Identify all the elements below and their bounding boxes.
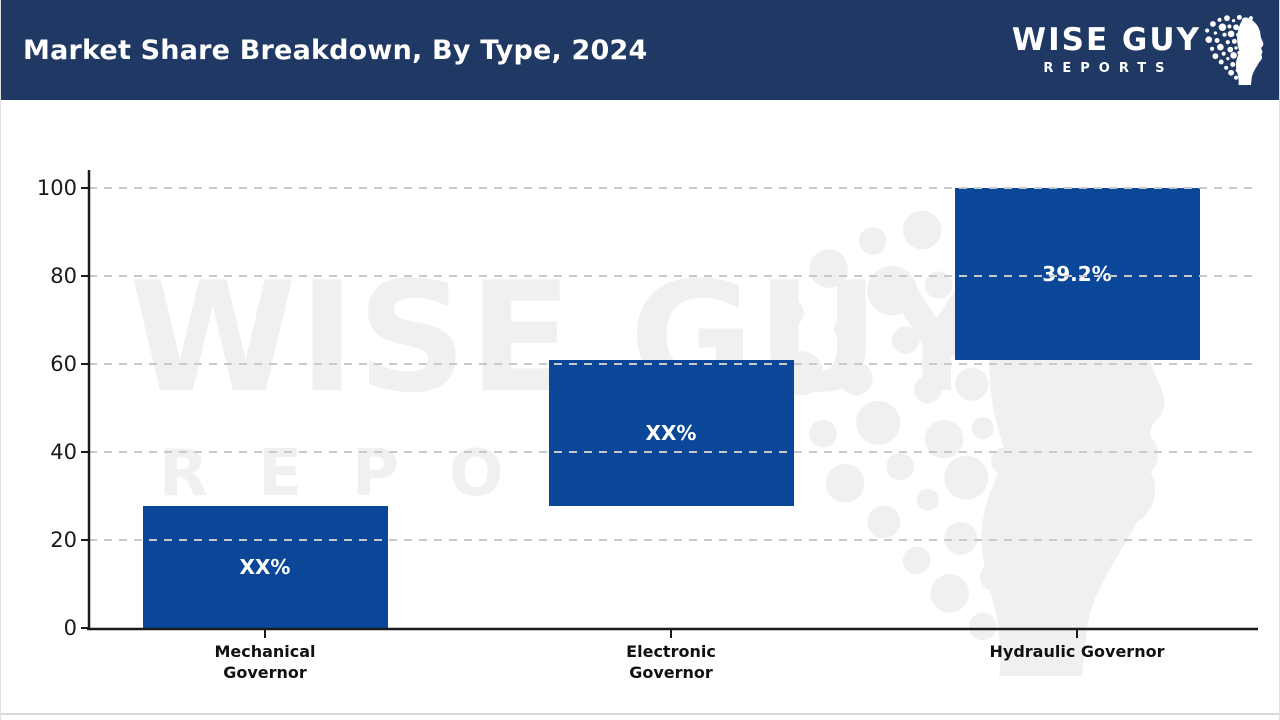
brand-name-text: WISE GUY [1011, 21, 1201, 58]
footer-divider [1, 713, 1279, 715]
bar-value-label: XX% [239, 554, 291, 579]
bar-hydraulic-governor: 39.2% [954, 188, 1200, 361]
brand-face-logo-icon [1203, 14, 1265, 86]
bar-value-label: XX% [645, 421, 697, 446]
page-title: Market Share Breakdown, By Type, 2024 [23, 34, 648, 66]
header-banner: Market Share Breakdown, By Type, 2024 WI… [1, 0, 1280, 100]
brand-reports-text: REPORTS [1043, 60, 1174, 76]
bar-electronic-governor: XX% [548, 360, 794, 506]
bar-value-label: 39.2% [1042, 262, 1112, 287]
bar-mechanical-governor: XX% [142, 505, 388, 628]
brand-logo: WISE GUY REPORTS [1012, 14, 1280, 86]
